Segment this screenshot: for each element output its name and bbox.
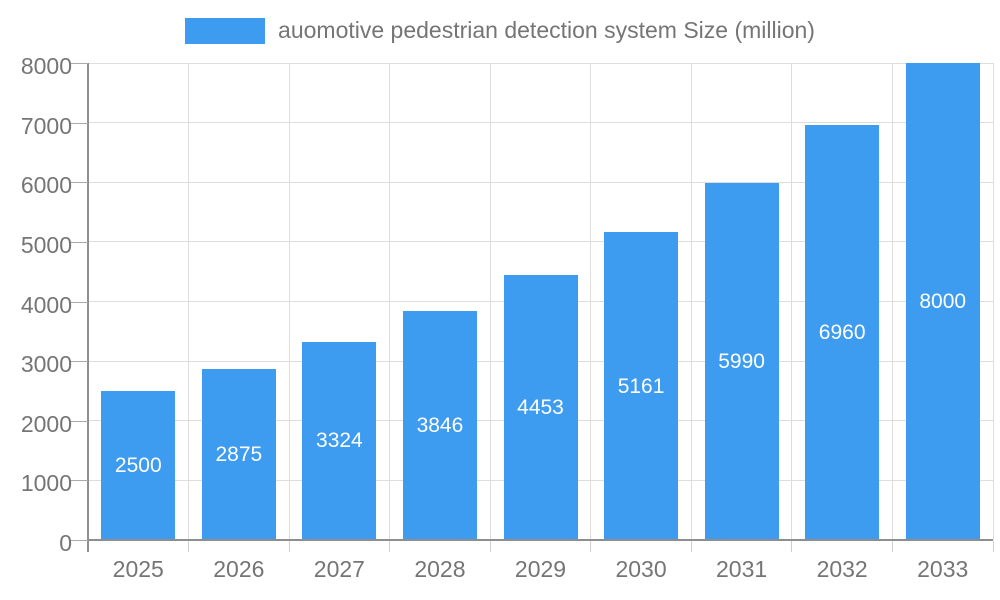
y-axis-tick <box>70 540 88 541</box>
y-axis-label: 7000 <box>20 112 72 139</box>
x-axis-label: 2033 <box>917 556 969 582</box>
y-axis-label: 0 <box>59 530 72 556</box>
x-axis-tick <box>690 541 692 552</box>
x-axis-label: 2032 <box>816 556 868 582</box>
y-axis-tick <box>70 480 88 482</box>
gridline-vertical <box>992 63 994 540</box>
x-axis-tick <box>188 541 190 552</box>
y-axis-label: 5000 <box>20 231 72 258</box>
gridline-vertical <box>590 63 592 540</box>
bar-value-label: 4453 <box>517 395 564 419</box>
x-axis-tick <box>288 541 290 552</box>
y-axis-tick <box>70 122 88 124</box>
y-axis-tick <box>70 182 88 184</box>
gridline-horizontal <box>88 122 993 124</box>
x-axis-line <box>88 539 993 541</box>
x-axis-label: 2025 <box>112 556 164 582</box>
x-axis-tick <box>992 541 994 552</box>
x-axis-label: 2031 <box>716 556 768 582</box>
gridline-vertical <box>791 63 793 540</box>
gridline-horizontal <box>88 62 993 64</box>
bar-value-label: 2875 <box>215 442 263 466</box>
bar-2027[interactable]: 3324 <box>302 341 377 540</box>
gridline-vertical <box>188 63 190 540</box>
x-axis-label: 2028 <box>414 556 466 582</box>
legend-label: auomotive pedestrian detection system Si… <box>278 17 815 43</box>
y-axis-line <box>87 63 89 552</box>
bar-2033[interactable]: 8000 <box>905 63 980 540</box>
gridline-horizontal <box>88 181 993 183</box>
bar-value-label: 8000 <box>919 290 967 313</box>
x-axis-label: 2027 <box>313 556 365 582</box>
x-axis-label: 2030 <box>615 556 667 582</box>
bar-2031[interactable]: 5990 <box>704 182 779 540</box>
bar-value-label: 5161 <box>617 374 665 398</box>
gridline-vertical <box>389 63 391 540</box>
bar-2029[interactable]: 4453 <box>503 274 578 540</box>
legend[interactable]: auomotive pedestrian detection system Si… <box>0 17 1000 44</box>
y-axis-tick <box>70 63 88 64</box>
x-axis-tick <box>590 541 592 552</box>
bar-2025[interactable]: 2500 <box>101 390 176 540</box>
bar-value-label: 5990 <box>718 349 765 373</box>
y-axis-tick <box>70 420 88 422</box>
bar-value-label: 3846 <box>416 413 464 437</box>
gridline-horizontal <box>88 241 993 243</box>
x-axis-label: 2026 <box>213 556 265 582</box>
y-axis-label: 6000 <box>20 172 72 199</box>
y-axis-label: 8000 <box>20 53 72 79</box>
gridline-vertical <box>690 63 692 540</box>
plot-area: 2500 2875 3324 3846 4453 5161 5990 6960 8000 <box>87 62 994 552</box>
bar-2026[interactable]: 2875 <box>201 368 276 540</box>
bar-2028[interactable]: 3846 <box>402 310 477 540</box>
bar-value-label: 3324 <box>316 429 363 453</box>
gridline-vertical <box>489 63 491 540</box>
x-axis-tick <box>891 541 893 552</box>
x-axis-tick <box>489 541 491 552</box>
bar-value-label: 6960 <box>818 321 866 344</box>
bar-2030[interactable]: 5161 <box>604 232 679 540</box>
gridline-vertical <box>891 63 893 540</box>
y-axis-tick <box>70 361 88 363</box>
y-axis-label: 1000 <box>20 470 72 497</box>
x-axis-tick <box>791 541 793 552</box>
x-axis-tick <box>389 541 391 552</box>
bar-value-label: 2500 <box>114 453 162 477</box>
y-axis-tick <box>70 241 88 243</box>
gridline-vertical <box>288 63 290 540</box>
legend-swatch-icon <box>185 17 266 44</box>
y-axis-label: 2000 <box>20 410 72 437</box>
y-axis-label: 4000 <box>20 291 72 318</box>
bar-2032[interactable]: 6960 <box>805 125 880 540</box>
x-axis-label: 2029 <box>514 556 567 582</box>
y-axis-label: 3000 <box>20 351 72 378</box>
y-axis-tick <box>70 301 88 303</box>
